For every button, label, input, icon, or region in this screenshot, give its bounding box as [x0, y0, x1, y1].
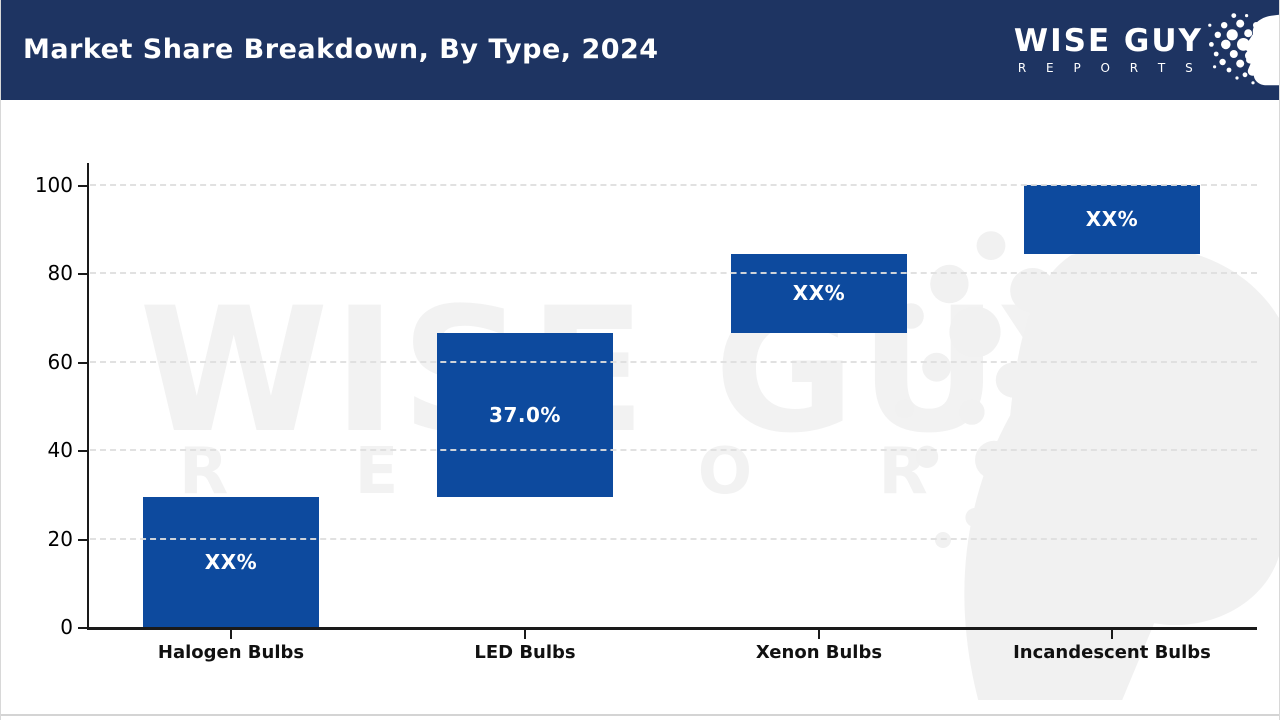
y-axis-tick-100 — [78, 185, 87, 187]
y-axis-tick-60 — [78, 361, 87, 364]
logo: WISE GUY R E P O R T S — [1014, 0, 1279, 100]
y-axis-label-100: 100 — [34, 173, 73, 197]
bar-value-label: 37.0% — [489, 402, 561, 427]
header: Market Share Breakdown, By Type, 2024 WI… — [1, 0, 1279, 100]
logo-wordmark: WISE GUY — [1013, 23, 1203, 60]
logo-face-icon — [1208, 13, 1279, 86]
plot-area: XX% 37.0% XX% XX% 0 20 40 60 80 100 Halogen Bulbs L… — [1, 100, 1279, 714]
x-axis-tick-4 — [1111, 630, 1113, 639]
x-axis-tick-2 — [524, 630, 526, 639]
bar-value-label: XX% — [792, 281, 846, 306]
gridline-40 — [90, 449, 1257, 452]
y-axis-tick-80 — [78, 273, 87, 276]
bottom-border — [1, 714, 1279, 716]
gridline-60 — [90, 360, 1257, 363]
logo-text: WISE GUY R E P O R T S — [1014, 25, 1203, 75]
x-axis-label-xenon-bulbs: Xenon Bulbs — [755, 642, 883, 663]
x-axis-label-led-bulbs: LED Bulbs — [474, 642, 576, 663]
x-axis-tick-3 — [818, 630, 820, 639]
gridline-80 — [90, 272, 1257, 275]
x-axis-tick-1 — [230, 630, 232, 639]
x-axis-label-halogen-bulbs: Halogen Bulbs — [157, 642, 305, 663]
y-axis-tick-0 — [78, 627, 87, 629]
logo-subtitle: R E P O R T S — [1017, 60, 1201, 75]
y-axis-label-40: 40 — [47, 438, 73, 463]
y-axis-label-0: 0 — [60, 615, 73, 639]
bar-value-label: XX% — [1085, 207, 1139, 232]
bar-value-label: XX% — [204, 549, 258, 574]
bar-xenon-bulbs: XX% — [731, 253, 907, 334]
y-axis-label-20: 20 — [47, 526, 73, 551]
bar-halogen-bulbs: XX% — [143, 496, 319, 627]
y-axis-tick-40 — [78, 450, 87, 453]
x-axis-label-incandescent-bulbs: Incandescent Bulbs — [1013, 642, 1211, 663]
bar-incandescent-bulbs: XX% — [1024, 185, 1200, 254]
y-axis-label-80: 80 — [47, 261, 73, 286]
y-axis-label-60: 60 — [47, 349, 73, 374]
y-axis-tick-20 — [78, 538, 87, 541]
x-axis — [87, 627, 1257, 630]
bar-led-bulbs: 37.0% — [437, 333, 613, 497]
y-axis — [87, 163, 89, 630]
page-title: Market Share Breakdown, By Type, 2024 — [23, 34, 659, 65]
